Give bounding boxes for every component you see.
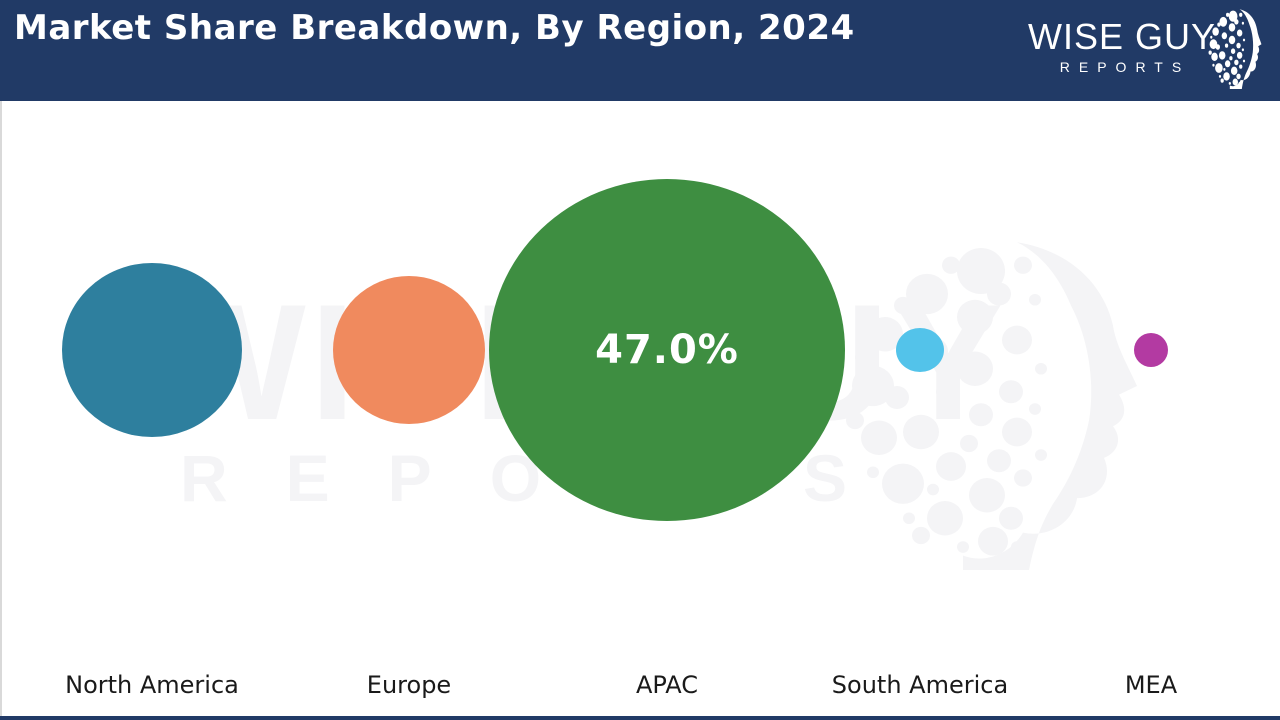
category-label-apac: APAC	[635, 671, 699, 699]
bottom-accent-bar	[0, 716, 1280, 720]
logo-wordmark-block: WISE GUY REPORTS	[1027, 16, 1216, 76]
category-label-north-america: North America	[65, 671, 239, 699]
logo-subtitle: REPORTS	[1059, 59, 1191, 75]
category-label-south-america: South America	[831, 671, 1009, 699]
bubble-value-label-apac: 47.0%	[595, 327, 739, 373]
category-label-mea: MEA	[1124, 671, 1178, 699]
bubble-south-america	[896, 328, 944, 372]
page-title: Market Share Breakdown, By Region, 2024	[14, 8, 855, 48]
category-label-europe: Europe	[366, 671, 452, 699]
header-bar: Market Share Breakdown, By Region, 2024 …	[0, 0, 1280, 101]
bubble-north-america	[62, 263, 242, 437]
wise-guy-reports-logo: WISE GUY REPORTS	[1028, 5, 1268, 89]
watermark-dot-head-icon	[843, 225, 1173, 570]
logo-wordmark: WISE GUY	[1027, 16, 1216, 57]
bubble-apac: 47.0%	[489, 179, 845, 521]
bubble-mea	[1134, 333, 1168, 367]
chart-left-border	[0, 101, 2, 716]
dot-head-icon	[1208, 5, 1268, 89]
bubble-europe	[333, 276, 485, 424]
